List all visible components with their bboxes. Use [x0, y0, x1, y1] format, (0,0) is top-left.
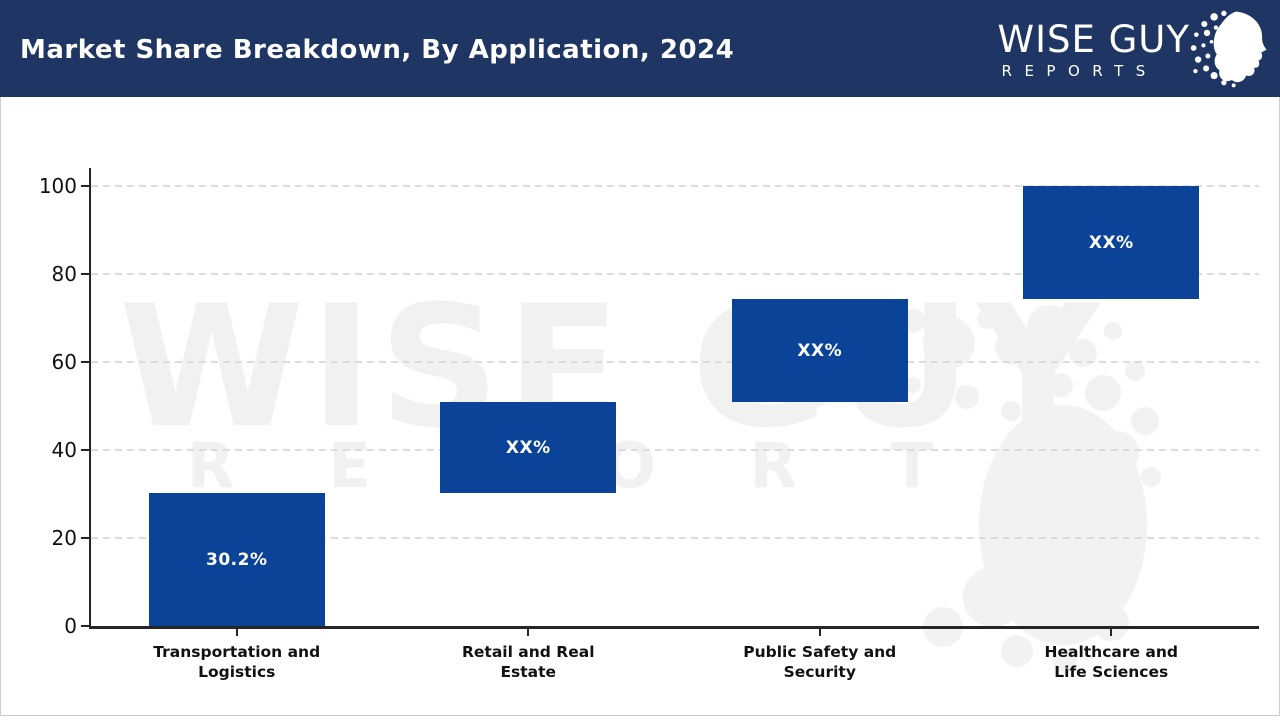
x-category-label-line: Healthcare and — [1044, 643, 1179, 661]
page-title: Market Share Breakdown, By Application, … — [20, 35, 735, 65]
x-category-label-line: Life Sciences — [1054, 663, 1169, 681]
y-tick-mark — [81, 273, 89, 275]
y-gridline — [91, 537, 1259, 539]
y-tick-label: 20 — [51, 526, 77, 550]
y-gridline — [91, 361, 1259, 363]
bar-segment: XX% — [1023, 186, 1200, 300]
x-tick-mark — [818, 629, 821, 636]
bar-segment: XX% — [731, 299, 908, 403]
y-tick-mark — [81, 185, 89, 187]
y-tick-label: 60 — [51, 350, 77, 374]
bar-segment: 30.2% — [148, 493, 325, 626]
bar-segment: XX% — [440, 402, 617, 494]
x-tick-mark — [235, 629, 238, 636]
y-tick-mark — [81, 449, 89, 451]
x-category-label-line: Logistics — [198, 663, 276, 681]
y-tick-label: 40 — [51, 438, 77, 462]
bar-value-label: 30.2% — [206, 549, 268, 570]
x-category-label-line: Security — [783, 663, 856, 681]
x-category-label: Public Safety and Security — [700, 642, 940, 682]
x-category-label-line: Transportation and — [153, 643, 321, 661]
watermark-text-reports: R E P O R T S — [187, 429, 1108, 502]
x-category-label: Retail and Real Estate — [408, 642, 648, 682]
x-category-label-line: Retail and Real — [461, 643, 595, 661]
brand-subname: REPORTS — [1001, 62, 1158, 80]
x-category-label-line: Estate — [500, 663, 557, 681]
brand-name: WISE GUY — [997, 18, 1190, 61]
x-tick-mark — [1110, 629, 1113, 636]
y-tick-label: 0 — [64, 614, 77, 638]
chart-area: WISE GUY R E P O R T S 0 20 40 60 80 100 30.2%… — [0, 97, 1280, 716]
face-profile-icon — [1190, 10, 1267, 88]
x-category-label-line: Public Safety and — [743, 643, 897, 661]
brand-logo-text: WISE GUY REPORTS — [997, 18, 1190, 81]
header-bar: Market Share Breakdown, By Application, … — [0, 0, 1280, 97]
brand-logo: WISE GUY REPORTS — [998, 8, 1270, 88]
y-gridline — [91, 449, 1259, 451]
y-tick-label: 80 — [51, 262, 77, 286]
bar-value-label: XX% — [1088, 232, 1134, 253]
watermark-face-dots — [792, 305, 1161, 673]
plot-area: 0 20 40 60 80 100 30.2% Transportation and Logis… — [39, 168, 1259, 681]
y-gridline — [91, 273, 1259, 275]
bar-value-label: XX% — [505, 437, 551, 458]
x-category-label: Transportation and Logistics — [117, 642, 357, 682]
y-tick-mark — [81, 361, 89, 363]
bar-value-label: XX% — [797, 340, 843, 361]
y-tick-mark — [81, 537, 89, 539]
y-tick-mark — [81, 625, 89, 627]
x-tick-mark — [527, 629, 530, 636]
y-tick-label: 100 — [38, 174, 77, 198]
y-gridline — [91, 185, 1259, 187]
x-category-label: Healthcare and Life Sciences — [991, 642, 1231, 682]
